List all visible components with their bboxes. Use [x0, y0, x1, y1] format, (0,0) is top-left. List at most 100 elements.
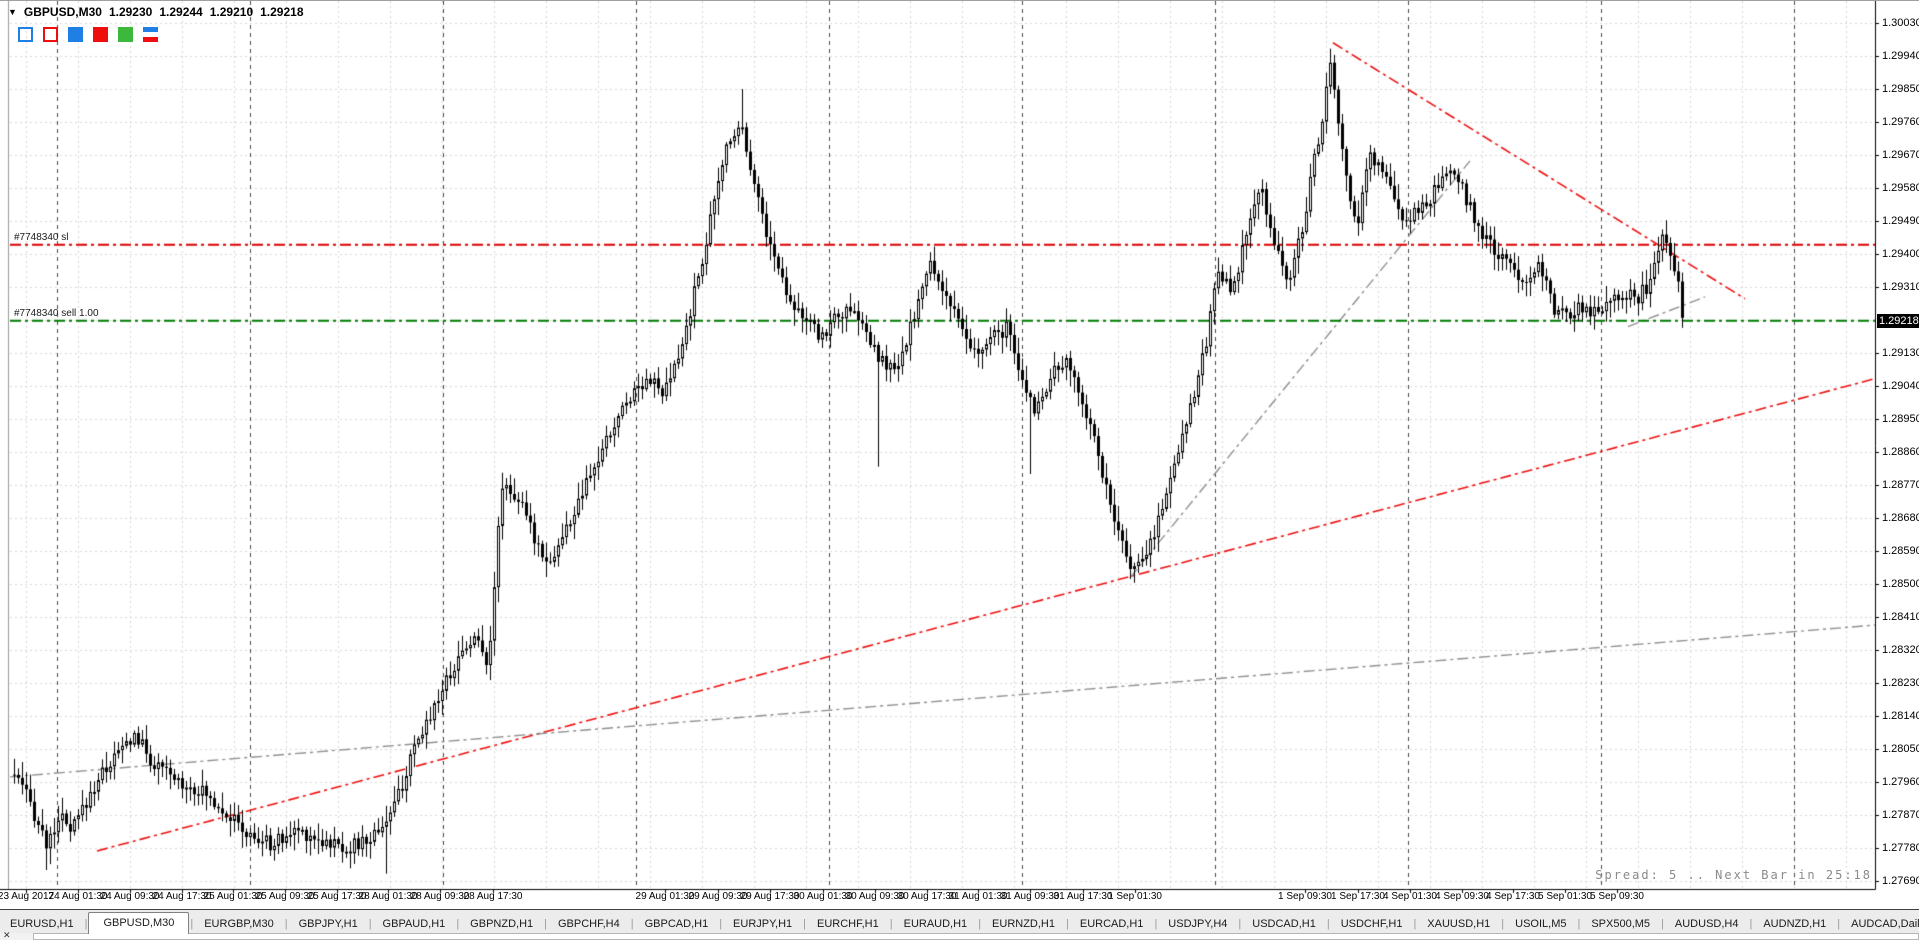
tab-separator: | [368, 918, 372, 930]
time-axis-label: 25 Aug 17:30 [307, 891, 367, 902]
tab-separator: | [1326, 918, 1330, 930]
order-label-sl: #7748340 sl [14, 231, 69, 243]
price-axis-label: 1.28680 [1882, 512, 1919, 524]
tab-spx500-m5[interactable]: SPX500,M5 [1591, 918, 1651, 930]
price-axis-label: 1.27780 [1882, 842, 1919, 854]
time-axis-label: 30 Aug 17:30 [897, 891, 957, 902]
price-axis-label: 1.28590 [1882, 545, 1919, 557]
price-axis-label: 1.29580 [1882, 182, 1919, 194]
price-axis-label: 1.29670 [1882, 149, 1919, 161]
horizontal-scrollbar[interactable]: ✕ [0, 930, 1919, 940]
tab-eurnzd-h1[interactable]: EURNZD,H1 [992, 918, 1055, 930]
price-axis-label: 1.29040 [1882, 380, 1919, 392]
tab-separator: | [803, 918, 807, 930]
tab-gbpaud-h1[interactable]: GBPAUD,H1 [382, 918, 446, 930]
chevron-down-icon: ▼ [8, 7, 17, 17]
time-axis-label: 4 Sep 17:30 [1486, 891, 1540, 902]
scrollbar-track[interactable] [33, 933, 1919, 940]
tab-euraud-h1[interactable]: EURAUD,H1 [903, 918, 968, 930]
price-axis-label: 1.29400 [1882, 248, 1919, 260]
tab-audusd-h4[interactable]: AUDUSD,H4 [1674, 918, 1739, 930]
price-axis-label: 1.28860 [1882, 446, 1919, 458]
time-axis-label: 4 Sep 09:30 [1435, 891, 1489, 902]
ohlc-high: 1.29244 [159, 5, 203, 19]
price-axis-label: 1.28140 [1882, 710, 1919, 722]
tab-separator: | [456, 918, 460, 930]
tab-gbpchf-h4[interactable]: GBPCHF,H4 [558, 918, 620, 930]
time-axis-label: 24 Aug 17:30 [152, 891, 212, 902]
time-axis-label: 29 Aug 17:30 [740, 891, 800, 902]
tab-separator: | [1661, 918, 1664, 930]
tab-audnzd-h1[interactable]: AUDNZD,H1 [1763, 918, 1827, 930]
tab-usdchf-h1[interactable]: USDCHF,H1 [1340, 918, 1403, 930]
tab-xauusd-h1[interactable]: XAUUSD,H1 [1427, 918, 1491, 930]
tab-separator: | [1066, 918, 1069, 930]
price-axis-label: 1.28320 [1882, 644, 1919, 656]
tab-separator: | [1577, 918, 1581, 930]
tab-separator: | [284, 918, 288, 930]
time-axis-label: 23 Aug 2017 [0, 891, 55, 902]
price-axis-label: 1.28050 [1882, 743, 1919, 755]
price-axis-label: 1.28500 [1882, 578, 1919, 590]
chart-tab-bar: EURUSD,H1 | GBPUSD,M30 | EURGBP,M30 | GBPJPY,H… [0, 909, 1919, 934]
tab-separator: | [84, 918, 88, 930]
price-axis-label: 1.30030 [1882, 17, 1919, 29]
tab-usdcad-h1[interactable]: USDCAD,H1 [1252, 918, 1316, 930]
tab-gbpusd-m30[interactable]: GBPUSD,M30 [88, 912, 190, 934]
chart-header: ▼ GBPUSD,M30 1.29230 1.29244 1.29210 1.2… [8, 5, 304, 19]
tab-usdjpy-h4[interactable]: USDJPY,H4 [1168, 918, 1228, 930]
time-axis-label: 28 Aug 01:30 [358, 891, 418, 902]
time-axis-label: 30 Aug 01:30 [793, 891, 853, 902]
price-axis-label: 1.28410 [1882, 611, 1919, 623]
price-axis-label: 1.28230 [1882, 677, 1919, 689]
price-axis-label: 1.27870 [1882, 809, 1919, 821]
tab-separator: | [719, 918, 723, 930]
ohlc-low: 1.29210 [209, 5, 254, 19]
swatch-green-fill[interactable] [118, 27, 133, 42]
time-axis-label: 1 Sep 01:30 [1108, 891, 1162, 902]
time-axis-label: 31 Aug 09:30 [1000, 891, 1060, 902]
tab-gbpjpy-h1[interactable]: GBPJPY,H1 [298, 918, 358, 930]
tab-eurusd-h1[interactable]: EURUSD,H1 [10, 918, 74, 930]
price-axis-label: 1.29850 [1882, 83, 1919, 95]
ohlc-close: 1.29218 [260, 5, 304, 19]
price-axis-label: 1.27960 [1882, 776, 1919, 788]
price-axis-label: 1.29760 [1882, 116, 1919, 128]
tab-eurjpy-h1[interactable]: EURJPY,H1 [733, 918, 793, 930]
tab-gbpcad-h1[interactable]: GBPCAD,H1 [644, 918, 709, 930]
close-icon[interactable]: ✕ [3, 930, 11, 940]
price-axis-label: 1.28770 [1882, 479, 1919, 491]
swatch-blue-outline[interactable] [18, 27, 33, 42]
tab-separator: | [1749, 918, 1753, 930]
tab-usoil-m5[interactable]: USOIL,M5 [1515, 918, 1567, 930]
tab-separator: | [1238, 918, 1242, 930]
swatch-blue-fill[interactable] [68, 27, 83, 42]
tab-eurcad-h1[interactable]: EURCAD,H1 [1079, 918, 1144, 930]
swatch-bar-pair[interactable] [143, 27, 158, 42]
ohlc-open: 1.29230 [108, 5, 153, 19]
chart-symbol-period: GBPUSD,M30 [23, 5, 102, 19]
color-palette [18, 27, 158, 42]
tab-eurchf-h1[interactable]: EURCHF,H1 [817, 918, 879, 930]
time-axis-label: 5 Sep 01:30 [1538, 891, 1592, 902]
swatch-red-outline[interactable] [43, 27, 58, 42]
time-axis-label: 28 Aug 17:30 [463, 891, 523, 902]
swatch-red-fill[interactable] [93, 27, 108, 42]
time-axis-label: 4 Sep 01:30 [1383, 891, 1437, 902]
tab-separator: | [1501, 918, 1505, 930]
time-axis-label: 31 Aug 01:30 [948, 891, 1008, 902]
time-axis-label: 29 Aug 01:30 [635, 891, 695, 902]
time-axis-label: 24 Aug 09:30 [100, 891, 160, 902]
current-price-badge: 1.29218 [1877, 313, 1919, 328]
spread-status-text: Spread: 5 .. Next Bar in 25:18 [1595, 868, 1872, 882]
time-axis-label: 1 Sep 17:30 [1331, 891, 1385, 902]
tab-gbpnzd-h1[interactable]: GBPNZD,H1 [470, 918, 534, 930]
tab-audcad-daily[interactable]: AUDCAD,Daily [1851, 918, 1919, 930]
tab-separator: | [1154, 918, 1158, 930]
tab-eurgbp-m30[interactable]: EURGBP,M30 [204, 918, 274, 930]
price-axis-label: 1.29130 [1882, 347, 1919, 359]
time-axis-label: 29 Aug 09:30 [688, 891, 748, 902]
price-axis-label: 1.28950 [1882, 413, 1919, 425]
